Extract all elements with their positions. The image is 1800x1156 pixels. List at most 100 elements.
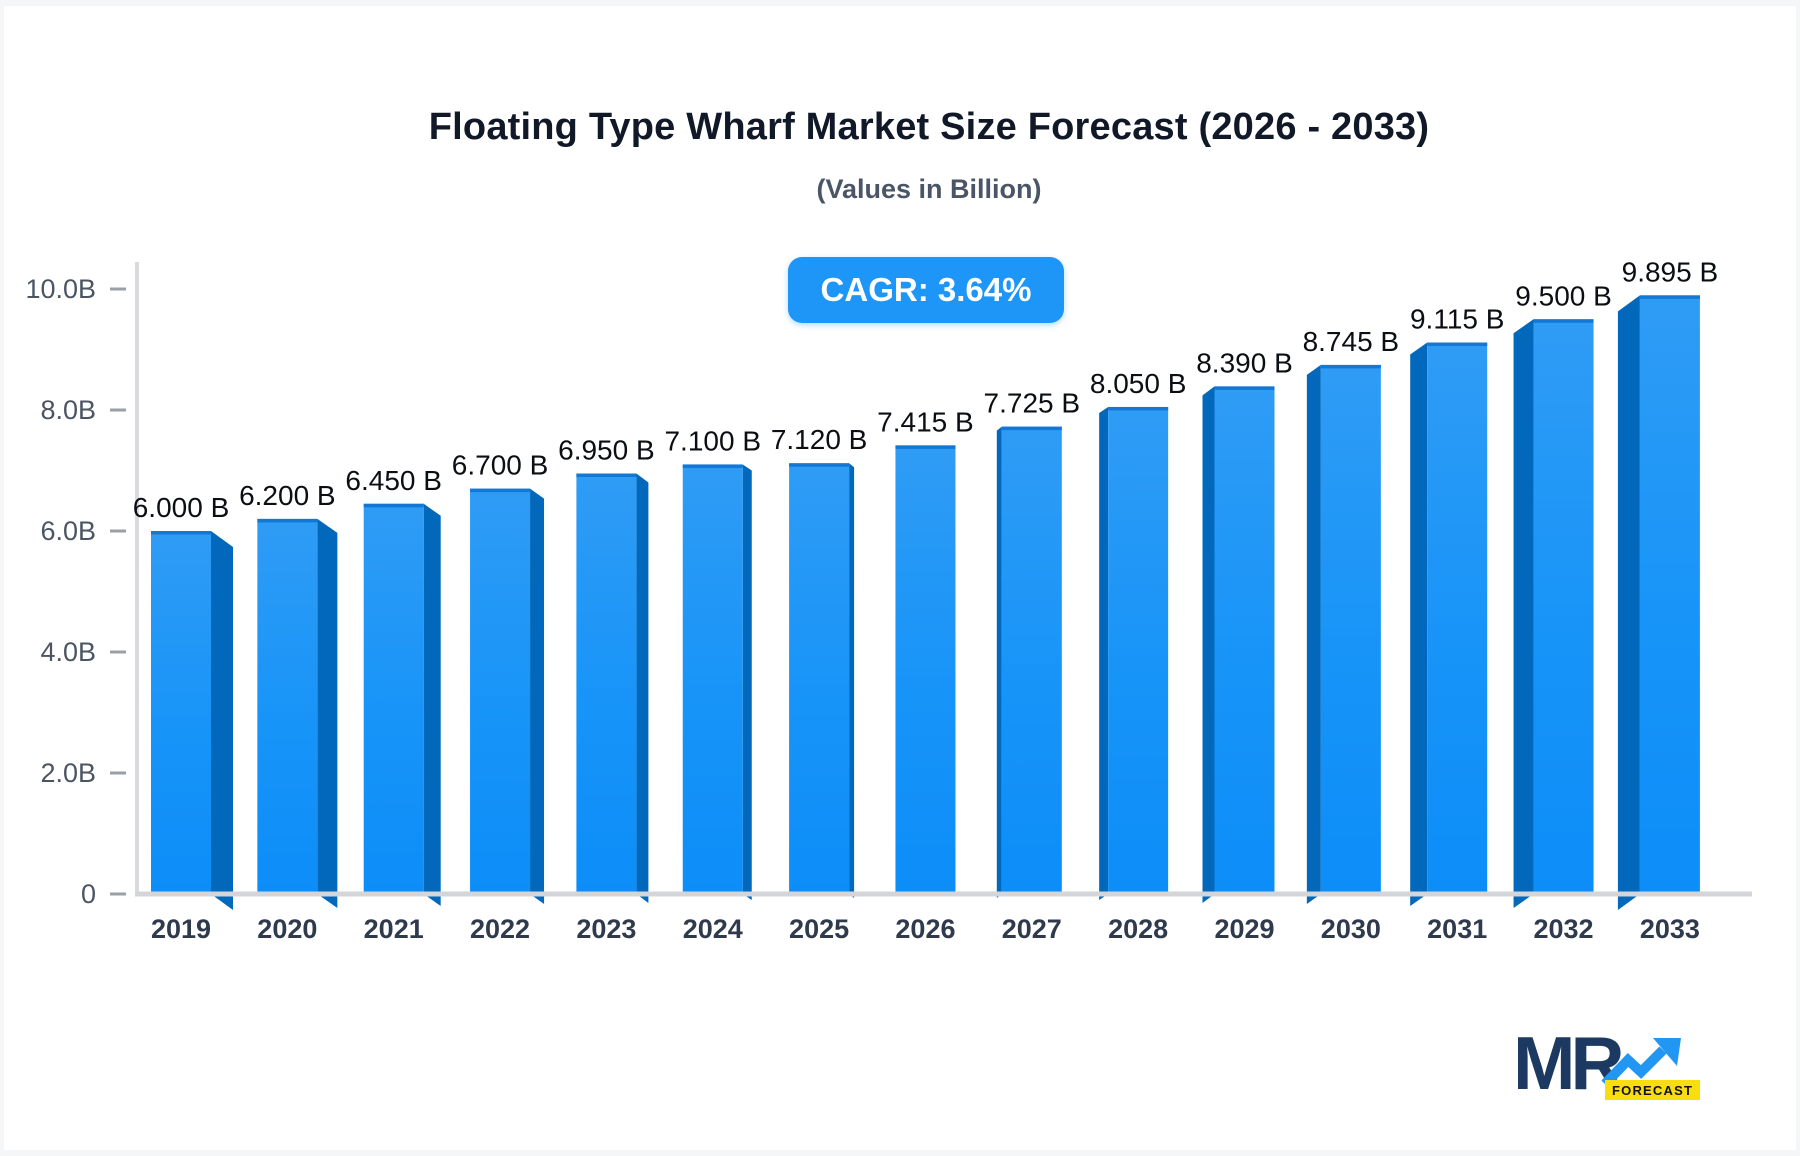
x-axis-label: 2026 xyxy=(895,914,955,944)
bar-value-label: 6.200 B xyxy=(239,480,336,511)
cagr-badge: CAGR: 3.64% xyxy=(788,257,1064,323)
bar-top-edge xyxy=(363,503,424,508)
x-axis-label: 2030 xyxy=(1321,914,1381,944)
bar-side-face xyxy=(317,518,338,908)
y-tick-dash xyxy=(110,650,126,654)
bar-value-label: 6.000 B xyxy=(133,492,230,523)
bar-top-edge xyxy=(576,473,637,478)
y-tick-dash xyxy=(110,771,126,775)
bar-2020[interactable] xyxy=(257,518,338,908)
x-axis-label: 2027 xyxy=(1002,914,1062,944)
bar-2023[interactable] xyxy=(576,473,649,903)
bar-top-edge xyxy=(470,488,531,493)
bar-2029[interactable] xyxy=(1202,386,1275,903)
bar-value-label: 7.725 B xyxy=(984,388,1081,419)
bar-top-edge xyxy=(1533,319,1594,323)
bar-2019[interactable] xyxy=(151,531,233,910)
y-tick-dash xyxy=(110,287,126,291)
bar-side-face xyxy=(849,463,855,898)
bar-top-edge xyxy=(682,464,743,468)
bar-side-face xyxy=(211,531,233,910)
bar-value-label: 7.100 B xyxy=(664,425,761,456)
bar-front-face xyxy=(1001,426,1062,894)
x-axis-label: 2023 xyxy=(576,914,636,944)
bar-value-label: 9.500 B xyxy=(1515,280,1612,311)
bar-side-face xyxy=(1306,364,1321,904)
bar-side-face xyxy=(636,473,649,903)
bar-2028[interactable] xyxy=(1099,406,1169,900)
bar-2021[interactable] xyxy=(363,503,441,906)
bar-front-face xyxy=(1639,295,1700,894)
bar-front-face xyxy=(1533,319,1594,894)
bar-2024[interactable] xyxy=(682,464,752,900)
bar-value-label: 7.120 B xyxy=(771,424,868,455)
x-axis-label: 2022 xyxy=(470,914,530,944)
logo-forecast-badge: FORECAST xyxy=(1605,1080,1701,1100)
bar-value-label: 7.415 B xyxy=(877,406,974,437)
bar-value-label: 8.050 B xyxy=(1090,368,1187,399)
bar-side-face xyxy=(1513,319,1534,908)
bar-2025[interactable] xyxy=(789,463,855,898)
x-axis-label: 2029 xyxy=(1214,914,1274,944)
x-axis-label: 2032 xyxy=(1534,914,1594,944)
bar-front-face xyxy=(470,488,531,894)
bar-front-face xyxy=(1427,342,1488,895)
bar-2030[interactable] xyxy=(1306,364,1381,904)
y-tick-dash xyxy=(110,529,126,533)
bar-value-label: 6.450 B xyxy=(345,465,442,496)
bar-front-face xyxy=(151,531,211,894)
bar-front-face xyxy=(682,464,743,894)
bar-top-edge xyxy=(1320,364,1381,369)
bar-front-face xyxy=(789,463,850,894)
bar-top-edge xyxy=(1427,342,1488,347)
y-axis-line xyxy=(135,262,139,896)
x-axis-label: 2031 xyxy=(1427,914,1487,944)
x-axis-label: 2020 xyxy=(257,914,317,944)
bar-side-face xyxy=(742,464,752,900)
bar-top-edge xyxy=(151,531,211,535)
y-tick-label: 0 xyxy=(81,879,96,909)
bar-side-face xyxy=(530,488,545,904)
bar-front-face xyxy=(895,445,956,894)
bar-side-face xyxy=(423,503,441,906)
bar-value-label: 6.700 B xyxy=(452,450,549,481)
brand-logo: MR FORECAST xyxy=(1513,1026,1701,1104)
bar-side-face xyxy=(1099,406,1109,900)
bars-group: 6.000 B 2019 6.200 B 2020 6.450 B 2021 6.700 B… xyxy=(133,256,1718,944)
y-tick-dash xyxy=(110,892,126,896)
trend-up-arrow-icon xyxy=(1601,1038,1681,1088)
bar-value-label: 6.950 B xyxy=(558,435,655,466)
bar-side-face xyxy=(1202,386,1215,903)
bar-front-face xyxy=(257,518,318,894)
y-tick-label: 2.0B xyxy=(40,758,96,788)
bar-2033[interactable] xyxy=(1617,295,1700,910)
bar-2031[interactable] xyxy=(1410,342,1488,907)
x-axis-label: 2024 xyxy=(683,914,743,944)
bar-side-face xyxy=(1617,295,1640,910)
bar-2027[interactable] xyxy=(996,426,1062,898)
bar-top-edge xyxy=(257,518,318,523)
y-tick-label: 4.0B xyxy=(40,637,96,667)
chart-title: Floating Type Wharf Market Size Forecast… xyxy=(428,106,1430,148)
y-tick-label: 10.0B xyxy=(25,274,96,304)
y-tick-dash xyxy=(110,408,126,412)
chart-subtitle: (Values in Billion) xyxy=(816,174,1042,204)
bar-2032[interactable] xyxy=(1513,319,1594,908)
bar-chart: 0 2.0B 4.0B 6.0B 8.0B 10.0B 6.000 B 2019 6.200 B… xyxy=(25,256,1752,944)
bar-2022[interactable] xyxy=(470,488,545,904)
chart-card: Floating Type Wharf Market Size Forecast… xyxy=(4,6,1796,1150)
bar-top-edge xyxy=(1108,406,1169,411)
y-tick-label: 8.0B xyxy=(40,395,96,425)
bar-top-edge xyxy=(1214,386,1275,390)
bar-front-face xyxy=(1108,406,1169,894)
bar-2026[interactable] xyxy=(895,445,956,894)
y-tick-label: 6.0B xyxy=(40,516,96,546)
x-axis-line xyxy=(135,891,1752,897)
bar-front-face xyxy=(576,473,637,894)
x-axis-label: 2025 xyxy=(789,914,849,944)
bar-value-label: 9.115 B xyxy=(1410,304,1504,335)
bar-top-edge xyxy=(789,463,850,467)
x-axis-label: 2033 xyxy=(1640,914,1700,944)
bar-side-face xyxy=(996,426,1002,898)
bar-value-label: 8.745 B xyxy=(1303,326,1400,357)
